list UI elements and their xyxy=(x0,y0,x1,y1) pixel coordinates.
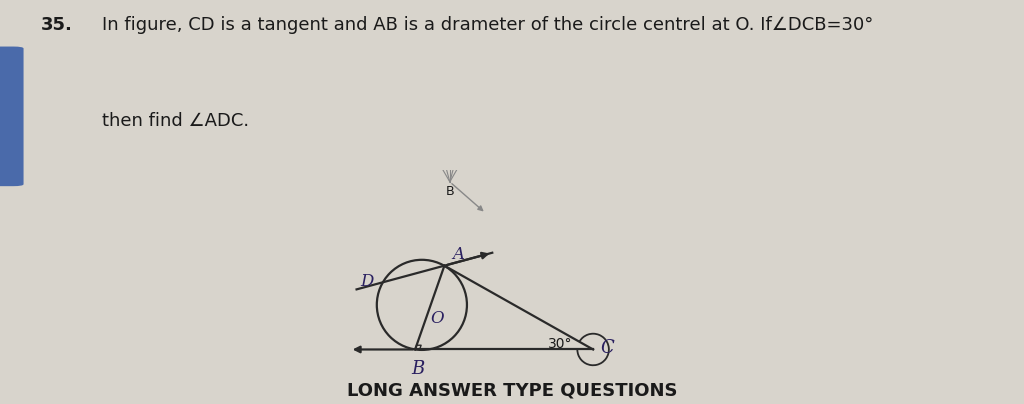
Text: LONG ANSWER TYPE QUESTIONS: LONG ANSWER TYPE QUESTIONS xyxy=(347,382,677,400)
Text: B: B xyxy=(445,185,454,198)
Text: O: O xyxy=(430,310,443,327)
Text: then find ∠ADC.: then find ∠ADC. xyxy=(102,112,250,130)
FancyBboxPatch shape xyxy=(0,46,24,186)
Text: 30°: 30° xyxy=(549,337,572,351)
Text: A: A xyxy=(453,246,465,263)
Text: B: B xyxy=(412,360,425,378)
Text: In figure, CD is a tangent and AB is a drameter of the circle centrel at O. If∠D: In figure, CD is a tangent and AB is a d… xyxy=(102,15,873,34)
Text: 35.: 35. xyxy=(41,15,73,34)
Text: C: C xyxy=(600,339,613,357)
Text: D: D xyxy=(359,273,373,290)
